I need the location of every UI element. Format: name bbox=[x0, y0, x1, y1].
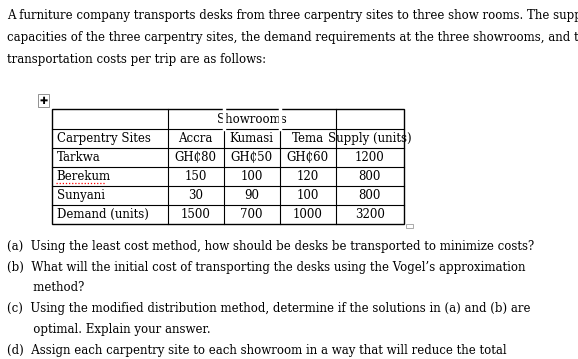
Text: Sunyani: Sunyani bbox=[57, 188, 105, 202]
Text: GH₵60: GH₵60 bbox=[287, 150, 329, 164]
Text: optimal. Explain your answer.: optimal. Explain your answer. bbox=[7, 323, 210, 336]
Text: Tarkwa: Tarkwa bbox=[57, 150, 101, 164]
Text: (c)  Using the modified distribution method, determine if the solutions in (a) a: (c) Using the modified distribution meth… bbox=[7, 302, 531, 315]
Text: GH₵80: GH₵80 bbox=[175, 150, 217, 164]
Text: Kumasi: Kumasi bbox=[229, 131, 274, 145]
Text: 120: 120 bbox=[297, 169, 319, 183]
Text: (a)  Using the least cost method, how should be desks be transported to minimize: (a) Using the least cost method, how sho… bbox=[7, 240, 534, 253]
Text: 150: 150 bbox=[184, 169, 207, 183]
Text: 100: 100 bbox=[240, 169, 263, 183]
Text: Tema: Tema bbox=[292, 131, 324, 145]
Text: 700: 700 bbox=[240, 208, 263, 221]
Text: 800: 800 bbox=[359, 169, 381, 183]
Text: 100: 100 bbox=[297, 188, 319, 202]
Text: A furniture company transports desks from three carpentry sites to three show ro: A furniture company transports desks fro… bbox=[7, 9, 578, 22]
Text: method?: method? bbox=[7, 281, 84, 294]
Text: Showrooms: Showrooms bbox=[217, 112, 287, 126]
Text: 1200: 1200 bbox=[355, 150, 385, 164]
Text: 90: 90 bbox=[244, 188, 259, 202]
Text: (b)  What will the initial cost of transporting the desks using the Vogel’s appr: (b) What will the initial cost of transp… bbox=[7, 261, 525, 274]
Text: Demand (units): Demand (units) bbox=[57, 208, 149, 221]
Text: Supply (units): Supply (units) bbox=[328, 131, 412, 145]
Bar bbox=[52, 109, 404, 224]
Text: Accra: Accra bbox=[179, 131, 213, 145]
Text: transportation costs per trip are as follows:: transportation costs per trip are as fol… bbox=[7, 53, 266, 66]
Text: 800: 800 bbox=[359, 188, 381, 202]
Text: 30: 30 bbox=[188, 188, 203, 202]
Text: Berekum: Berekum bbox=[57, 169, 111, 183]
Text: 1000: 1000 bbox=[293, 208, 323, 221]
Text: ✚: ✚ bbox=[39, 95, 47, 106]
Text: 1500: 1500 bbox=[181, 208, 210, 221]
Bar bbox=[406, 224, 413, 228]
Text: GH₵50: GH₵50 bbox=[231, 150, 273, 164]
Text: (d)  Assign each carpentry site to each showroom in a way that will reduce the t: (d) Assign each carpentry site to each s… bbox=[7, 344, 506, 357]
Text: 3200: 3200 bbox=[355, 208, 385, 221]
Text: Carpentry Sites: Carpentry Sites bbox=[57, 131, 150, 145]
Text: capacities of the three carpentry sites, the demand requirements at the three sh: capacities of the three carpentry sites,… bbox=[7, 31, 578, 44]
